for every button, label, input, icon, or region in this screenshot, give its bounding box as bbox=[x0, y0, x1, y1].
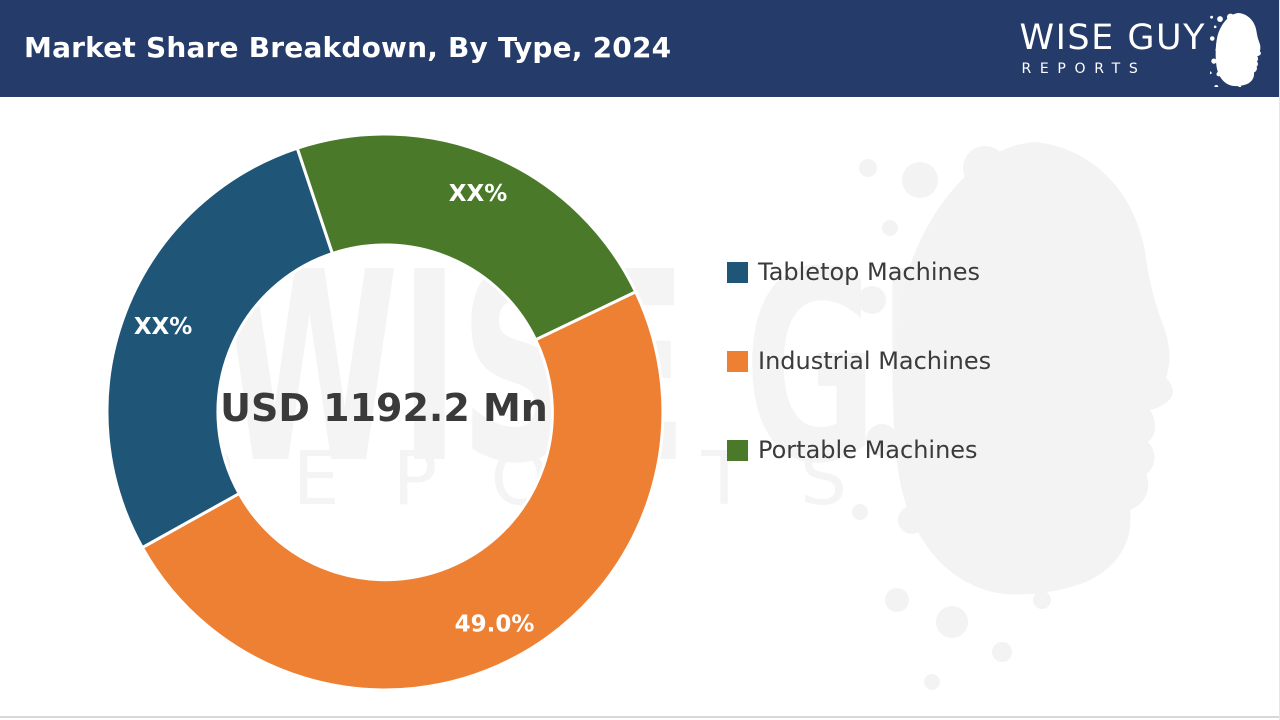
page-title: Market Share Breakdown, By Type, 2024 bbox=[24, 31, 672, 65]
decor-dot bbox=[1238, 36, 1242, 40]
decor-dot bbox=[1210, 70, 1212, 74]
decor-dot bbox=[898, 506, 926, 534]
legend: Tabletop Machines Industrial Machines Port… bbox=[727, 258, 991, 464]
decor-dot bbox=[1217, 15, 1223, 22]
legend-swatch bbox=[727, 350, 748, 372]
decor-dot bbox=[910, 288, 954, 332]
decor-dot bbox=[939, 372, 975, 408]
decor-dot bbox=[934, 224, 966, 256]
legend-item: Tabletop Machines bbox=[727, 258, 991, 286]
decor-dot bbox=[1230, 65, 1235, 70]
bottom-divider bbox=[0, 716, 1280, 718]
legend-swatch bbox=[727, 261, 748, 283]
decor-dot bbox=[1216, 71, 1221, 76]
donut-segment-portable-machines bbox=[295, 132, 638, 342]
legend-label: Industrial Machines bbox=[758, 347, 992, 375]
decor-dot bbox=[1238, 85, 1242, 87]
decor-dot bbox=[1210, 35, 1215, 41]
decor-dot bbox=[1037, 291, 1055, 309]
decor-dot bbox=[1220, 60, 1228, 68]
decor-dot bbox=[1229, 40, 1234, 45]
decor-dot bbox=[1211, 58, 1217, 64]
legend-item: Industrial Machines bbox=[727, 347, 991, 375]
decor-dot bbox=[963, 146, 1007, 190]
decor-dot bbox=[1236, 19, 1240, 23]
legend-label: Portable Machines bbox=[758, 436, 978, 464]
decor-dot bbox=[882, 220, 898, 236]
decor-dot bbox=[852, 504, 868, 520]
decor-dot bbox=[992, 642, 1012, 662]
decor-dot bbox=[1038, 420, 1062, 444]
decor-dot bbox=[1061, 229, 1075, 243]
decor-dot bbox=[1022, 186, 1042, 206]
decor-dot bbox=[866, 424, 898, 456]
decor-dot bbox=[1033, 591, 1051, 609]
decor-dot bbox=[859, 159, 877, 177]
decor-dot bbox=[980, 318, 1004, 342]
decor-dot bbox=[1215, 47, 1219, 51]
decor-dot bbox=[1213, 25, 1217, 28]
center-value: USD 1192.2 Mn bbox=[220, 386, 548, 430]
logo-wordmark: WISE GUY REPORTS bbox=[1019, 17, 1206, 77]
decor-dot bbox=[994, 404, 1010, 420]
decor-dot bbox=[885, 588, 909, 612]
decor-dot bbox=[924, 674, 940, 690]
decor-dot bbox=[892, 360, 912, 380]
header: Market Share Breakdown, By Type, 2024 WI… bbox=[0, 0, 1280, 97]
decor-dot bbox=[992, 232, 1032, 272]
decor-dot bbox=[936, 606, 968, 638]
decor-dot bbox=[1210, 15, 1214, 19]
logo-face-icon bbox=[1210, 12, 1261, 87]
decor-dot bbox=[1223, 49, 1229, 56]
decor-dot bbox=[902, 162, 938, 198]
decor-dot bbox=[1218, 36, 1226, 44]
decor-dot bbox=[1242, 26, 1246, 29]
decor-dot bbox=[1239, 57, 1243, 62]
donut-segment-tabletop-machines bbox=[105, 146, 334, 550]
decor-dot bbox=[1224, 74, 1231, 81]
decor-dot bbox=[987, 472, 1007, 492]
segment-label: XX% bbox=[449, 181, 508, 207]
decor-dot bbox=[920, 440, 964, 484]
decor-dot bbox=[949, 524, 985, 560]
brand-logo: WISE GUY REPORTS bbox=[1019, 11, 1264, 87]
segment-label: 49.0% bbox=[455, 611, 535, 637]
decor-dot bbox=[1214, 84, 1219, 87]
decor-dot bbox=[1222, 25, 1228, 31]
decor-dot bbox=[1235, 79, 1238, 82]
decor-dot bbox=[1231, 26, 1239, 34]
logo-line1: WISE GUY bbox=[1019, 17, 1206, 58]
decor-dot bbox=[1226, 13, 1235, 21]
segment-label: XX% bbox=[134, 314, 193, 340]
legend-swatch bbox=[727, 439, 748, 461]
logo-line2: REPORTS bbox=[1021, 60, 1147, 77]
decor-dot bbox=[1231, 54, 1235, 58]
decor-dot bbox=[1014, 554, 1030, 570]
decor-dot bbox=[858, 286, 886, 314]
legend-item: Portable Machines bbox=[727, 436, 991, 464]
donut-segment-industrial-machines bbox=[140, 290, 665, 692]
legend-label: Tabletop Machines bbox=[758, 258, 980, 286]
